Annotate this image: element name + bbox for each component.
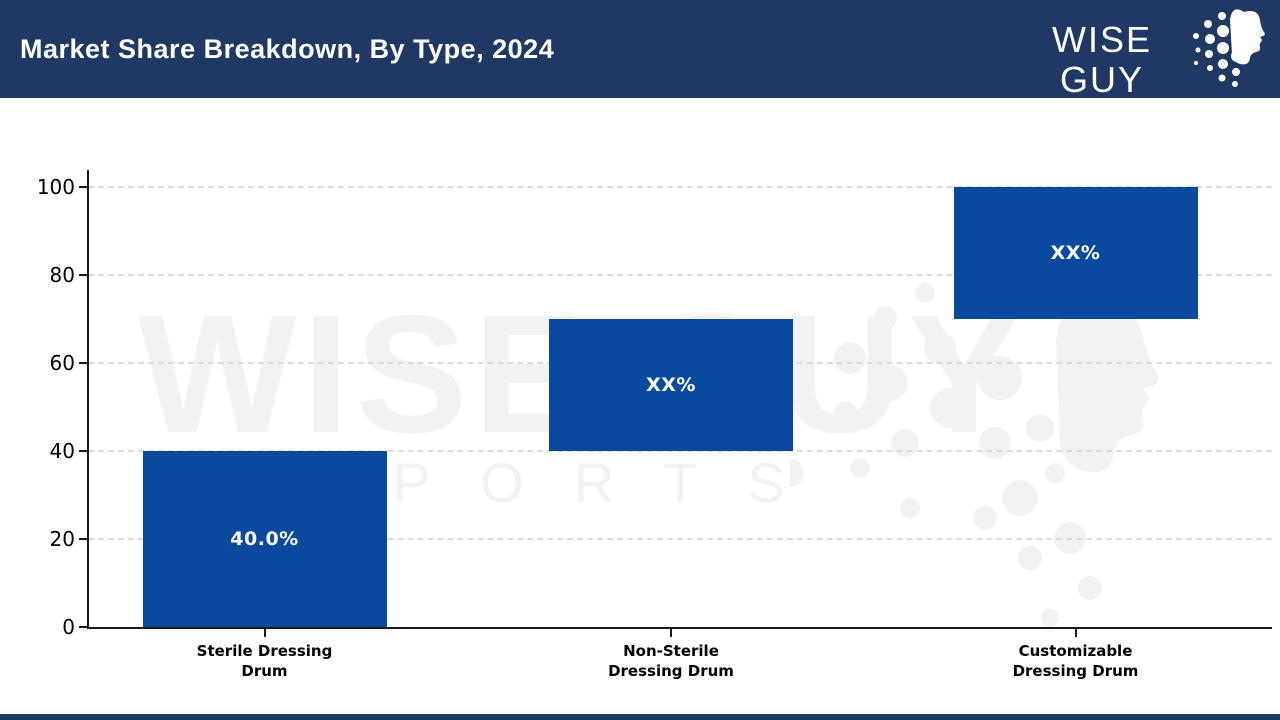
gridline-80: [88, 274, 1272, 276]
logo-wiseguy-text: WISE GUY: [1051, 19, 1152, 100]
chart-area: WISE GUY REPORTS 0 20 40 60 80 100 40.0% Steril…: [0, 98, 1280, 714]
y-tick-label: 40: [49, 439, 75, 463]
x-axis-spine: [87, 627, 1272, 629]
y-tick-label: 20: [49, 527, 75, 551]
bar-value-label: XX%: [646, 374, 696, 396]
gridline-20: [88, 538, 1272, 540]
bar-value-label: 40.0%: [230, 528, 299, 550]
x-category-label: Non-Sterile Dressing Drum: [608, 642, 734, 680]
x-tick: [1074, 629, 1077, 637]
y-axis-spine: [87, 170, 89, 629]
wise-guy-logo: WISE GUY REPORTS: [1016, 4, 1266, 117]
y-tick-label: 80: [49, 263, 75, 287]
x-category-label: Sterile Dressing Drum: [196, 642, 333, 680]
x-tick: [670, 629, 672, 637]
y-tick: [79, 450, 87, 452]
watermark-dots-icon: [790, 283, 1159, 627]
x-tick: [263, 629, 266, 637]
y-tick: [79, 362, 87, 364]
y-tick-label: 60: [49, 351, 75, 375]
x-category-label: Customizable Dressing Drum: [1012, 642, 1139, 680]
bar-1: 40.0%: [142, 451, 387, 627]
chart-title: Market Share Breakdown, By Type, 2024: [20, 33, 555, 64]
y-tick-label: 100: [36, 175, 75, 199]
header-bar: Market Share Breakdown, By Type, 2024 WI…: [0, 0, 1280, 117]
y-tick: [79, 626, 87, 628]
y-tick: [79, 274, 87, 276]
gridline-100: [88, 186, 1272, 188]
y-tick-label: 0: [62, 615, 75, 639]
bar-3: XX%: [953, 187, 1198, 319]
bar-value-label: XX%: [1050, 242, 1101, 264]
gridline-40: [88, 450, 1272, 452]
y-tick: [79, 538, 87, 540]
y-tick: [79, 186, 87, 188]
bar-2: XX%: [549, 319, 793, 451]
footer-bar: [0, 714, 1280, 720]
logo-face-icon: [1193, 9, 1265, 87]
